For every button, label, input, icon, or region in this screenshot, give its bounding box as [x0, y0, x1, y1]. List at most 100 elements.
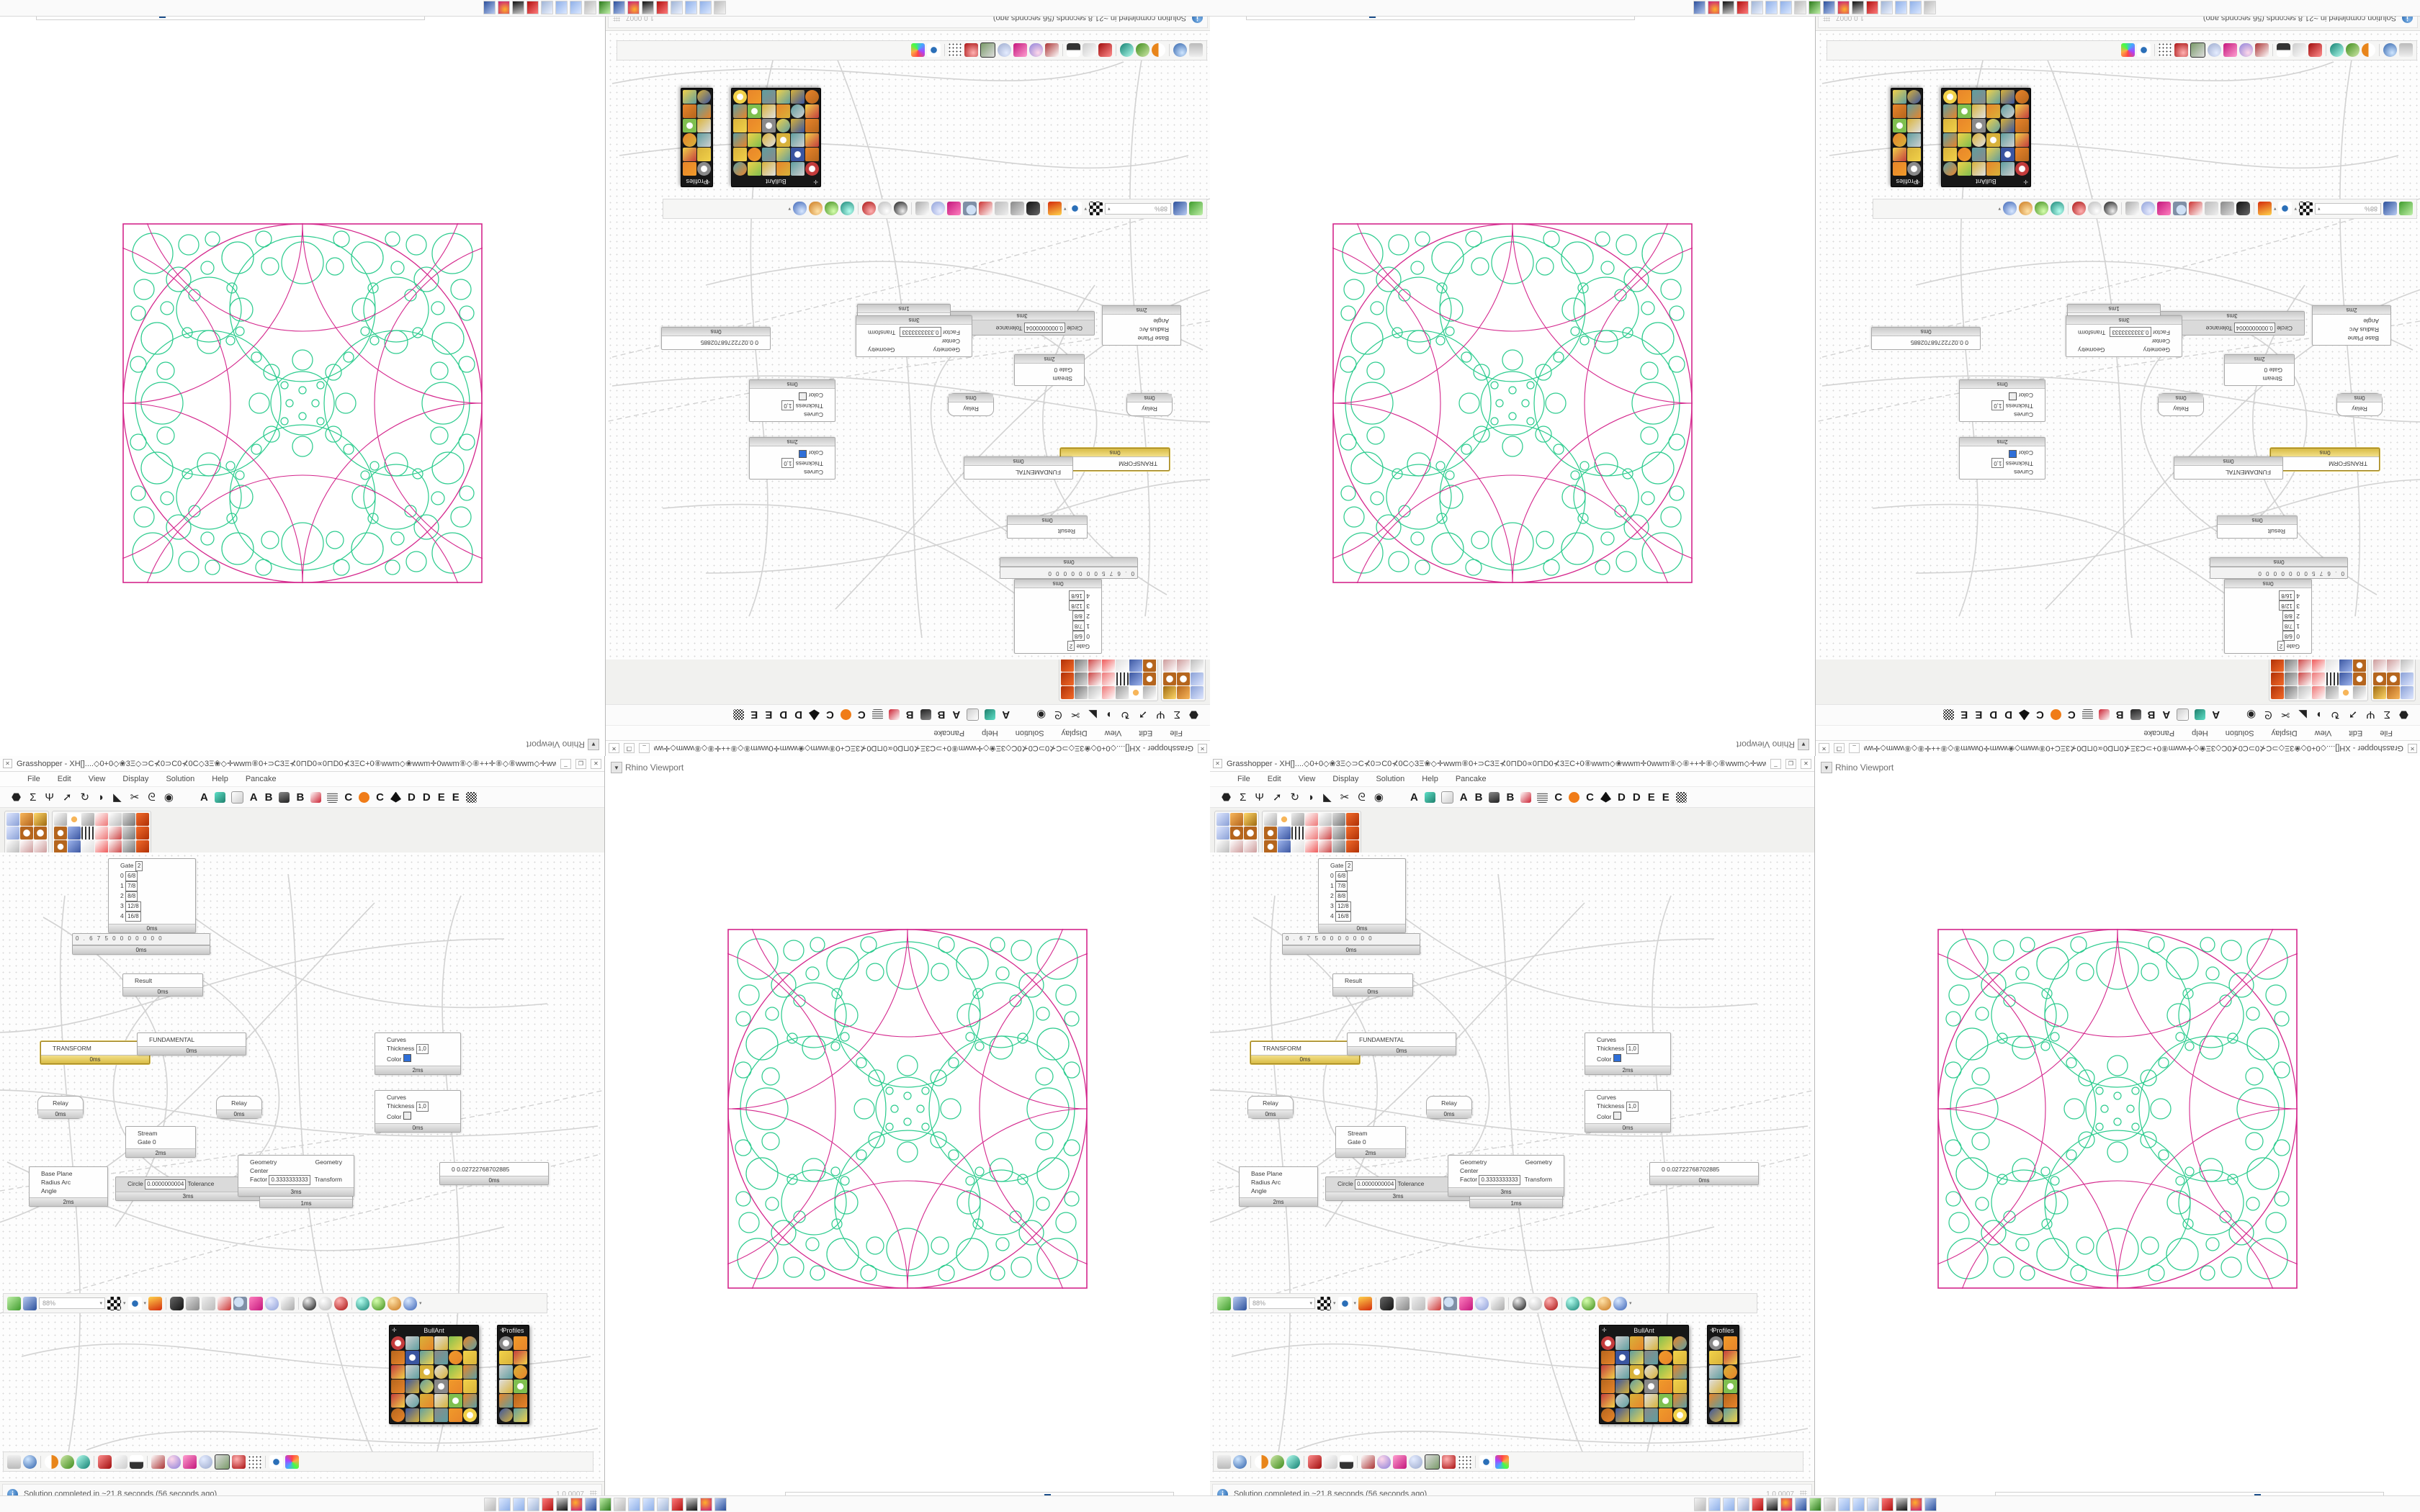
collapse-icon[interactable] — [1189, 43, 1203, 58]
palette-tool-icon[interactable] — [1972, 148, 1986, 161]
palette-tool-icon[interactable] — [697, 133, 711, 147]
palette-tool-icon[interactable] — [463, 1408, 477, 1422]
menu-item-pancake[interactable]: Pancake — [933, 729, 965, 737]
palette-grid[interactable] — [1891, 89, 1922, 177]
teal-gem-icon[interactable] — [985, 709, 996, 721]
palette-tool-icon[interactable] — [748, 133, 761, 147]
lock-icon[interactable] — [2285, 686, 2298, 699]
palette-grid[interactable] — [1600, 1335, 1688, 1423]
chevron-down-icon[interactable]: ▾ — [2273, 206, 2277, 211]
floppy-blue2-icon[interactable] — [627, 1497, 640, 1511]
palette-tool-icon[interactable] — [405, 1351, 419, 1364]
palette-tool-icon[interactable] — [2001, 119, 2015, 132]
bake-icon[interactable] — [1428, 1296, 1442, 1310]
node-curves-white[interactable]: Curves Thickness 1,0 Color 0ms — [375, 1090, 461, 1133]
ring-icon[interactable] — [20, 827, 33, 840]
palette-tool-icon[interactable] — [1644, 1380, 1658, 1393]
thickness-value[interactable]: 1,0 — [1991, 458, 2004, 468]
palette-tool-icon[interactable] — [420, 1351, 434, 1364]
cross-wires-icon[interactable] — [1491, 1296, 1505, 1310]
pan-icon[interactable] — [1010, 202, 1024, 216]
palette-tool-icon[interactable] — [683, 162, 696, 176]
mountain-icon[interactable] — [279, 791, 290, 803]
preview-eye-icon[interactable] — [1337, 1296, 1352, 1310]
node-relay-left[interactable]: Relay 0ms — [1247, 1096, 1294, 1119]
color-swatch-blue[interactable] — [403, 1054, 411, 1062]
black-mountain-icon[interactable] — [1765, 1497, 1778, 1511]
firefox-icon[interactable] — [570, 1497, 583, 1511]
grey-cylinder-icon[interactable] — [1340, 1454, 1353, 1469]
curve-icon[interactable] — [1291, 840, 1304, 853]
red-gem-icon[interactable] — [2071, 202, 2086, 216]
red-shield-icon[interactable] — [656, 1, 669, 15]
palette-tool-icon[interactable] — [434, 1365, 448, 1379]
red-shield2-icon[interactable] — [671, 1497, 684, 1511]
node-fundamental-group[interactable]: FUNDAMENTAL 0ms — [964, 456, 1073, 480]
palette-grid[interactable] — [732, 89, 820, 177]
cross-wires-icon[interactable] — [2255, 43, 2269, 58]
pin-icon[interactable]: ✛ — [813, 179, 818, 185]
document-icon[interactable] — [714, 1, 727, 15]
category-tab-b1[interactable]: B — [1474, 791, 1483, 804]
menu-item-display[interactable]: Display — [2271, 729, 2298, 737]
thickness-value[interactable]: 1,0 — [781, 458, 794, 468]
palette-tool-icon[interactable] — [805, 90, 819, 104]
balloon-icon[interactable] — [1377, 1454, 1391, 1469]
palette-tool-icon[interactable] — [762, 162, 776, 176]
document-icon[interactable] — [1924, 1, 1937, 15]
category-tab-a2[interactable]: A — [952, 708, 961, 721]
palette-tool-icon[interactable] — [2001, 90, 2015, 104]
palette-tool-icon[interactable] — [1958, 119, 1971, 132]
slider-value[interactable]: 0 . 6 7 5 0 0 0 0 0 0 0 — [2257, 570, 2344, 577]
ring4-icon[interactable] — [54, 840, 67, 853]
chevron-down-icon[interactable]: ▾ — [1084, 206, 1087, 211]
palette-grid[interactable] — [498, 1335, 529, 1423]
glyph-icon-maths[interactable]: Σ — [1173, 708, 1180, 721]
palette-title[interactable]: ✛ BullAnt — [1600, 1326, 1688, 1335]
palette-tool-icon[interactable] — [1724, 1394, 1737, 1408]
category-tab-b2[interactable]: B — [2115, 708, 2124, 721]
glyph-icon-curve[interactable]: ↻ — [80, 791, 90, 804]
floppy-blue2-icon[interactable] — [1780, 1, 1793, 15]
node-transform-group[interactable]: TRANSFORM 0ms — [40, 1041, 150, 1064]
dim-icon[interactable] — [2298, 686, 2311, 699]
white-leaf-icon[interactable] — [1440, 791, 1453, 804]
red-shield2-icon[interactable] — [526, 1, 539, 15]
balloon-icon[interactable] — [1475, 1296, 1489, 1310]
green-gem-icon[interactable] — [2034, 202, 2048, 216]
palette-tool-icon[interactable] — [748, 119, 761, 132]
palette-title[interactable]: ✛ Profiles — [1891, 177, 1922, 186]
viewport-menu-arrow-icon[interactable]: ▼ — [611, 762, 622, 773]
palette-tool-icon[interactable] — [2001, 162, 2015, 176]
save-file-icon[interactable] — [1233, 1296, 1247, 1310]
palette-tool-icon[interactable] — [762, 148, 776, 161]
floppy-blue-icon[interactable] — [1823, 1, 1836, 15]
balloon-icon[interactable] — [931, 202, 945, 216]
ribbon-group-1[interactable] — [1214, 811, 1259, 855]
ring3-icon[interactable] — [54, 827, 67, 840]
calculator2-icon[interactable] — [685, 1497, 698, 1511]
node-curves-blue[interactable]: Curves Thickness 1,0 Color 2ms — [1959, 437, 2045, 480]
square-profile-icon[interactable] — [2387, 659, 2400, 672]
grasshopper-menubar[interactable]: File Edit View Display Solution Help Pan… — [606, 725, 1210, 740]
split-shade-icon[interactable] — [1255, 1454, 1268, 1469]
palette-title[interactable]: ✛ BullAnt — [1942, 177, 2030, 186]
picture-frame-icon[interactable] — [980, 42, 995, 58]
black-mountain2-icon[interactable] — [1751, 1, 1764, 15]
bars-icon[interactable] — [1116, 672, 1129, 685]
picture-frame-icon[interactable] — [2190, 42, 2205, 58]
red-tri-icon[interactable] — [1102, 686, 1115, 699]
node-scale[interactable]: Geometry Geometry Center Factor 0.333333… — [238, 1155, 354, 1197]
yellow-swoosh-icon[interactable] — [1163, 686, 1176, 699]
page-blue3-icon[interactable] — [699, 1497, 712, 1511]
palette-tool-icon[interactable] — [2015, 162, 2029, 176]
pin-icon[interactable]: ✛ — [1602, 1327, 1607, 1333]
white-gem-icon[interactable] — [318, 1296, 333, 1310]
node-fundamental-group[interactable]: FUNDAMENTAL 0ms — [2174, 456, 2283, 480]
s-sphere-icon[interactable] — [199, 1454, 212, 1469]
blue-surface-icon[interactable] — [1129, 672, 1142, 685]
glyph-icon-sets[interactable]: Ψ — [1156, 708, 1165, 721]
palette-tool-icon[interactable] — [1673, 1380, 1687, 1393]
chevron-down-icon[interactable]: ▾ — [1353, 1301, 1357, 1306]
slider-value[interactable]: 0 . 6 7 5 0 0 0 0 0 0 0 — [1286, 935, 1373, 942]
